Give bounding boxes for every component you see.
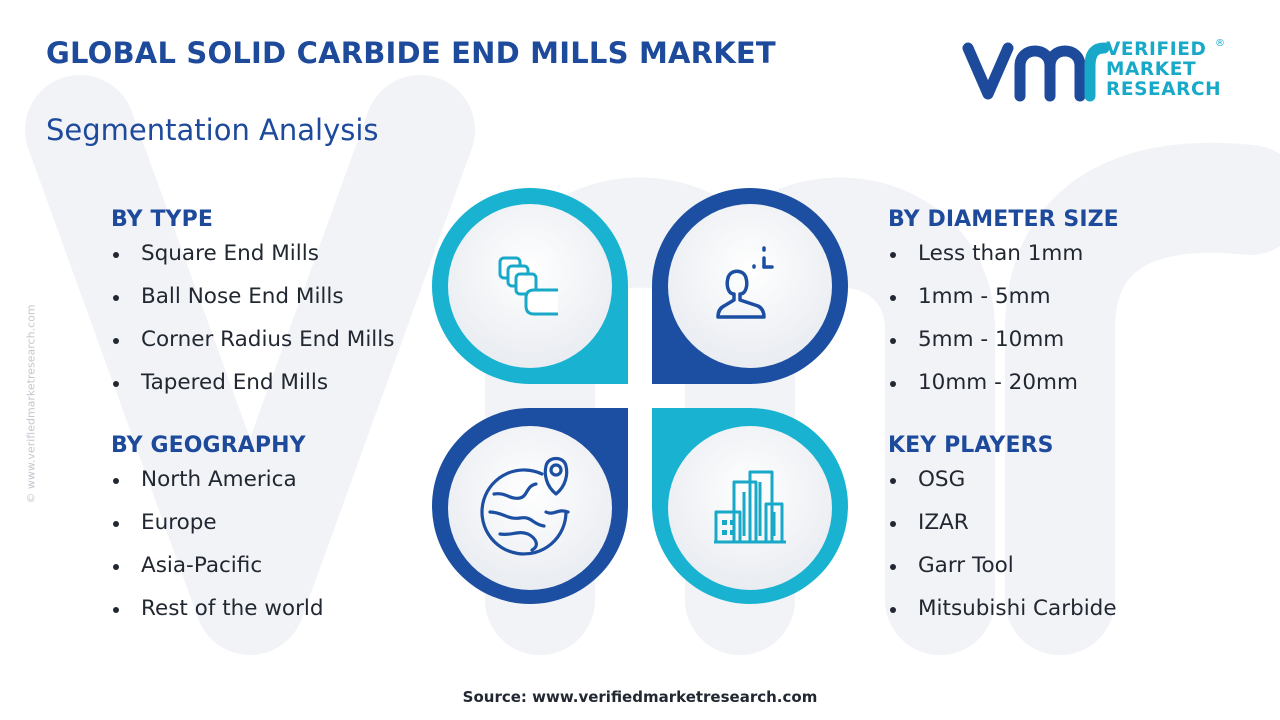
segment-list: Less than 1mm 1mm - 5mm 5mm - 10mm 10mm … — [888, 240, 1218, 412]
list-item: North America — [111, 466, 441, 509]
segment-list: OSG IZAR Garr Tool Mitsubishi Carbide — [888, 466, 1218, 638]
registered-mark: ® — [1215, 38, 1225, 49]
list-item: Asia-Pacific — [111, 552, 441, 595]
list-item: Europe — [111, 509, 441, 552]
page-subtitle: Segmentation Analysis — [46, 113, 379, 147]
logo-wordmark: VERIFIED MARKET RESEARCH — [1106, 40, 1221, 100]
source-footer: Source: www.verifiedmarketresearch.com — [462, 688, 818, 706]
segment-heading: BY DIAMETER SIZE — [888, 207, 1119, 232]
list-item: Ball Nose End Mills — [111, 283, 441, 326]
city-buildings-icon — [714, 470, 786, 544]
segment-list: Square End Mills Ball Nose End Mills Cor… — [111, 240, 441, 412]
petal-geography — [432, 408, 628, 604]
list-item: Tapered End Mills — [111, 369, 441, 412]
list-item: Mitsubishi Carbide — [888, 595, 1218, 638]
segment-heading: BY GEOGRAPHY — [111, 433, 306, 458]
segment-by-type: BY TYPE Square End Mills Ball Nose End M… — [111, 207, 441, 412]
list-item: Corner Radius End Mills — [111, 326, 441, 369]
page-title: GLOBAL SOLID CARBIDE END MILLS MARKET — [46, 36, 776, 70]
list-item: Garr Tool — [888, 552, 1218, 595]
list-item: Less than 1mm — [888, 240, 1218, 283]
list-item: Rest of the world — [111, 595, 441, 638]
vmr-logo-icon — [962, 42, 1110, 102]
segment-by-geography: BY GEOGRAPHY North America Europe Asia-P… — [111, 433, 441, 638]
segment-by-diameter-size: BY DIAMETER SIZE Less than 1mm 1mm - 5mm… — [888, 207, 1218, 412]
petal-key-players — [652, 408, 848, 604]
side-watermark-url: © www.verifiedmarketresearch.com — [24, 304, 38, 504]
person-icon — [716, 246, 774, 319]
segment-heading: BY TYPE — [111, 207, 213, 232]
list-item: IZAR — [888, 509, 1218, 552]
list-item: 5mm - 10mm — [888, 326, 1218, 369]
petal-type — [432, 188, 628, 384]
list-item: Square End Mills — [111, 240, 441, 283]
logo-line-1: VERIFIED — [1106, 39, 1207, 60]
list-item: OSG — [888, 466, 1218, 509]
petal-diameter-size — [652, 188, 848, 384]
globe-location-icon — [480, 456, 570, 556]
segment-list: North America Europe Asia-Pacific Rest o… — [111, 466, 441, 638]
list-item: 1mm - 5mm — [888, 283, 1218, 326]
logo-line-3: RESEARCH — [1106, 79, 1222, 100]
logo-line-2: MARKET — [1106, 59, 1197, 80]
list-item: 10mm - 20mm — [888, 369, 1218, 412]
layers-icon — [498, 256, 558, 316]
segment-key-players: KEY PLAYERS OSG IZAR Garr Tool Mitsubish… — [888, 433, 1218, 638]
segmentation-graphic — [432, 188, 848, 604]
segment-heading: KEY PLAYERS — [888, 433, 1054, 458]
